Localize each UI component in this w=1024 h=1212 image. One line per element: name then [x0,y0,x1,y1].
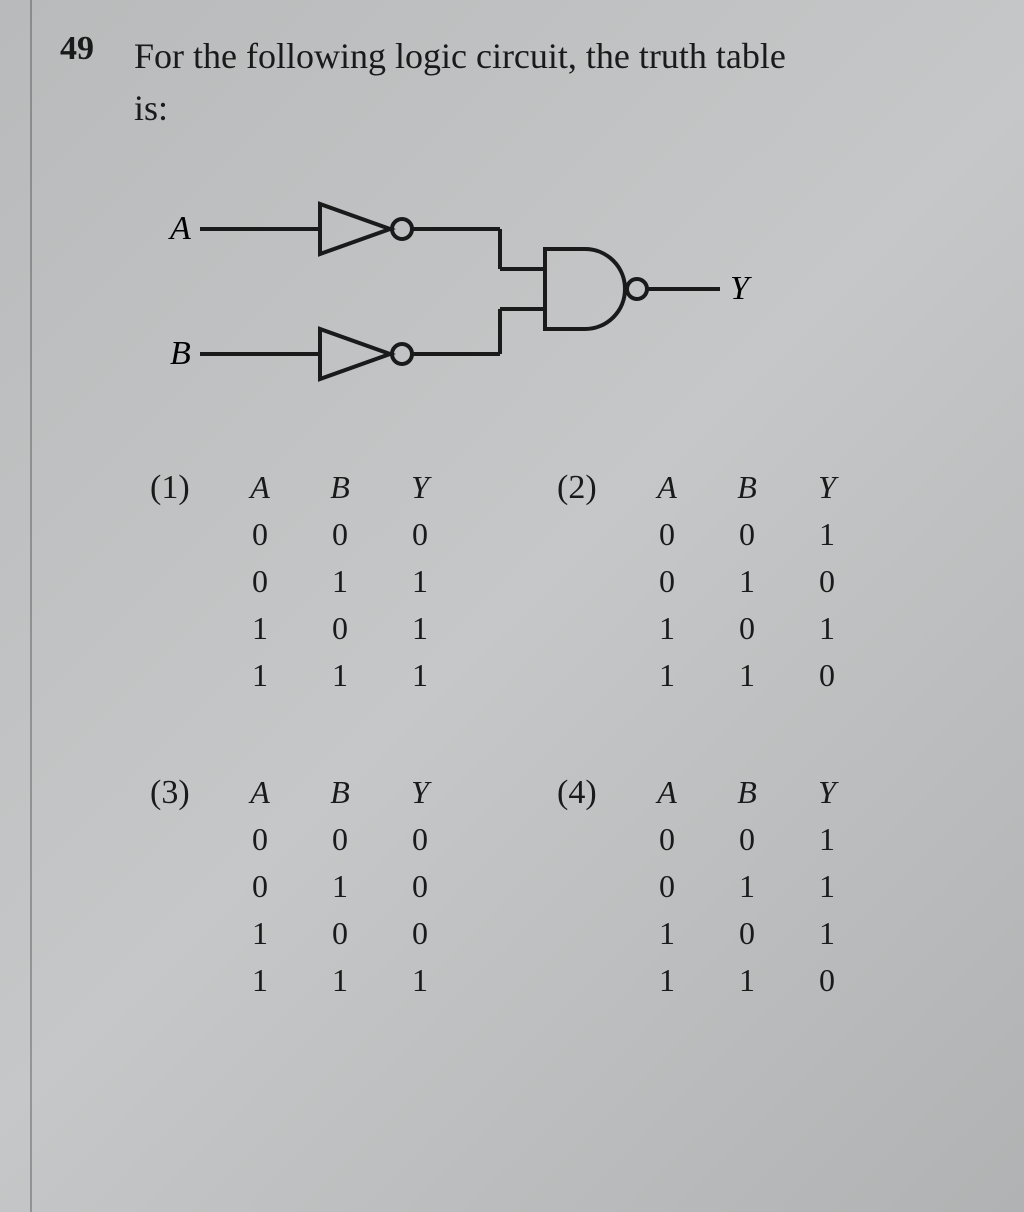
th: Y [797,469,857,506]
tc: 0 [717,915,777,952]
tc: 0 [717,610,777,647]
tc: 0 [390,516,450,553]
option-3: (3) A B Y 0 0 0 0 1 0 1 0 0 1 1 1 [150,774,517,999]
input-a-label: A [168,210,191,247]
tc: 1 [390,962,450,999]
tc: 0 [230,821,290,858]
tc: 0 [310,516,370,553]
tc: 0 [390,915,450,952]
tc: 0 [797,657,857,694]
tc: 0 [310,821,370,858]
tc: 1 [797,915,857,952]
th: A [230,774,290,811]
tc: 1 [230,962,290,999]
tc: 1 [230,657,290,694]
question-text-line2: is: [134,88,168,128]
circuit-diagram: A B Y [150,184,974,409]
left-margin-line [30,0,32,1212]
tc: 1 [637,610,697,647]
th: A [637,469,697,506]
th: B [310,774,370,811]
tc: 1 [390,657,450,694]
tc: 0 [230,563,290,600]
th: B [717,774,777,811]
tc: 1 [310,868,370,905]
options-grid: (1) A B Y 0 0 0 0 1 1 1 0 1 1 1 1 (2) [40,469,974,999]
tc: 1 [310,962,370,999]
tc: 1 [717,868,777,905]
tc: 0 [637,821,697,858]
option-2: (2) A B Y 0 0 1 0 1 0 1 0 1 1 1 0 [557,469,924,694]
circuit-svg: A B Y [150,184,790,404]
tc: 1 [717,657,777,694]
tc: 1 [390,563,450,600]
th: A [230,469,290,506]
output-y-label: Y [730,270,752,307]
th: B [310,469,370,506]
tc: 1 [797,868,857,905]
option-2-label: (2) [557,469,607,507]
option-1-label: (1) [150,469,200,507]
not-gate-a [320,204,390,254]
truth-table-3: A B Y 0 0 0 0 1 0 1 0 0 1 1 1 [230,774,450,999]
input-b-label: B [170,335,191,372]
tc: 1 [637,657,697,694]
tc: 1 [230,610,290,647]
th: Y [797,774,857,811]
tc: 0 [717,516,777,553]
tc: 1 [230,915,290,952]
tc: 1 [717,563,777,600]
question-number: 49 [60,30,94,68]
tc: 0 [797,962,857,999]
truth-table-1: A B Y 0 0 0 0 1 1 1 0 1 1 1 1 [230,469,450,694]
tc: 0 [310,610,370,647]
tc: 1 [797,516,857,553]
tc: 0 [230,516,290,553]
option-1: (1) A B Y 0 0 0 0 1 1 1 0 1 1 1 1 [150,469,517,694]
tc: 1 [310,563,370,600]
tc: 1 [637,962,697,999]
tc: 1 [390,610,450,647]
tc: 0 [310,915,370,952]
tc: 0 [390,868,450,905]
tc: 0 [637,516,697,553]
tc: 1 [797,821,857,858]
question-text: For the following logic circuit, the tru… [134,30,786,134]
not-gate-b [320,329,390,379]
tc: 1 [637,915,697,952]
tc: 0 [717,821,777,858]
th: A [637,774,697,811]
question-text-line1: For the following logic circuit, the tru… [134,36,786,76]
tc: 1 [797,610,857,647]
nand-output-bubble [627,279,647,299]
tc: 1 [717,962,777,999]
tc: 0 [637,563,697,600]
nand-gate-body [545,249,625,329]
th: Y [390,774,450,811]
truth-table-4: A B Y 0 0 1 0 1 1 1 0 1 1 1 0 [637,774,857,999]
truth-table-2: A B Y 0 0 1 0 1 0 1 0 1 1 1 0 [637,469,857,694]
tc: 0 [797,563,857,600]
option-4-label: (4) [557,774,607,812]
tc: 0 [230,868,290,905]
page: 49 For the following logic circuit, the … [0,0,1024,1212]
option-3-label: (3) [150,774,200,812]
tc: 0 [637,868,697,905]
tc: 1 [310,657,370,694]
th: Y [390,469,450,506]
option-4: (4) A B Y 0 0 1 0 1 1 1 0 1 1 1 0 [557,774,924,999]
tc: 0 [390,821,450,858]
question-header: 49 For the following logic circuit, the … [60,30,974,134]
th: B [717,469,777,506]
